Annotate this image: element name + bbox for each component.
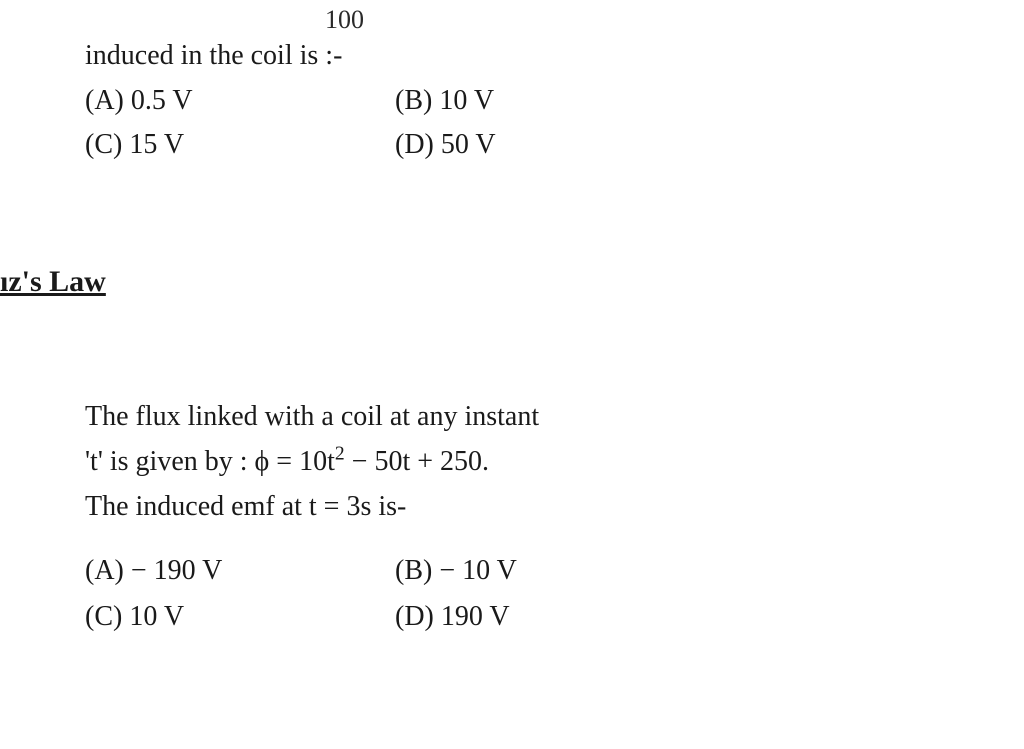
q1-option-b: (B) 10 V	[395, 85, 705, 117]
q2-option-a: (A) − 190 V	[85, 555, 395, 587]
question-2-stem: The flux linked with a coil at any insta…	[85, 395, 539, 529]
q2-line1: The flux linked with a coil at any insta…	[85, 395, 539, 440]
q1-option-c: (C) 15 V	[85, 129, 395, 161]
q2-option-d: (D) 190 V	[395, 601, 705, 633]
q2-line3: The induced emf at t = 3s is-	[85, 485, 539, 530]
question-1-options: (A) 0.5 V (B) 10 V (C) 15 V (D) 50 V	[85, 85, 705, 161]
q1-option-d: (D) 50 V	[395, 129, 705, 161]
phi-symbol: ϕ	[255, 446, 270, 477]
q1-option-a: (A) 0.5 V	[85, 85, 395, 117]
q2-line2-prefix: 't' is given by :	[85, 446, 255, 477]
question-2-options: (A) − 190 V (B) − 10 V (C) 10 V (D) 190 …	[85, 555, 705, 633]
q2-line2: 't' is given by : ϕ = 10t2 − 50t + 250.	[85, 440, 539, 485]
section-heading-law: ız's Law	[0, 265, 106, 299]
q2-option-c: (C) 10 V	[85, 601, 395, 633]
question-1-stem: induced in the coil is :-	[85, 40, 342, 72]
q2-superscript: 2	[335, 443, 345, 464]
q2-option-b: (B) − 10 V	[395, 555, 705, 587]
q2-eq-part2: − 50t + 250.	[345, 446, 489, 477]
q2-eq-part1: = 10t	[269, 446, 335, 477]
top-cutoff-number: 100	[325, 5, 364, 35]
